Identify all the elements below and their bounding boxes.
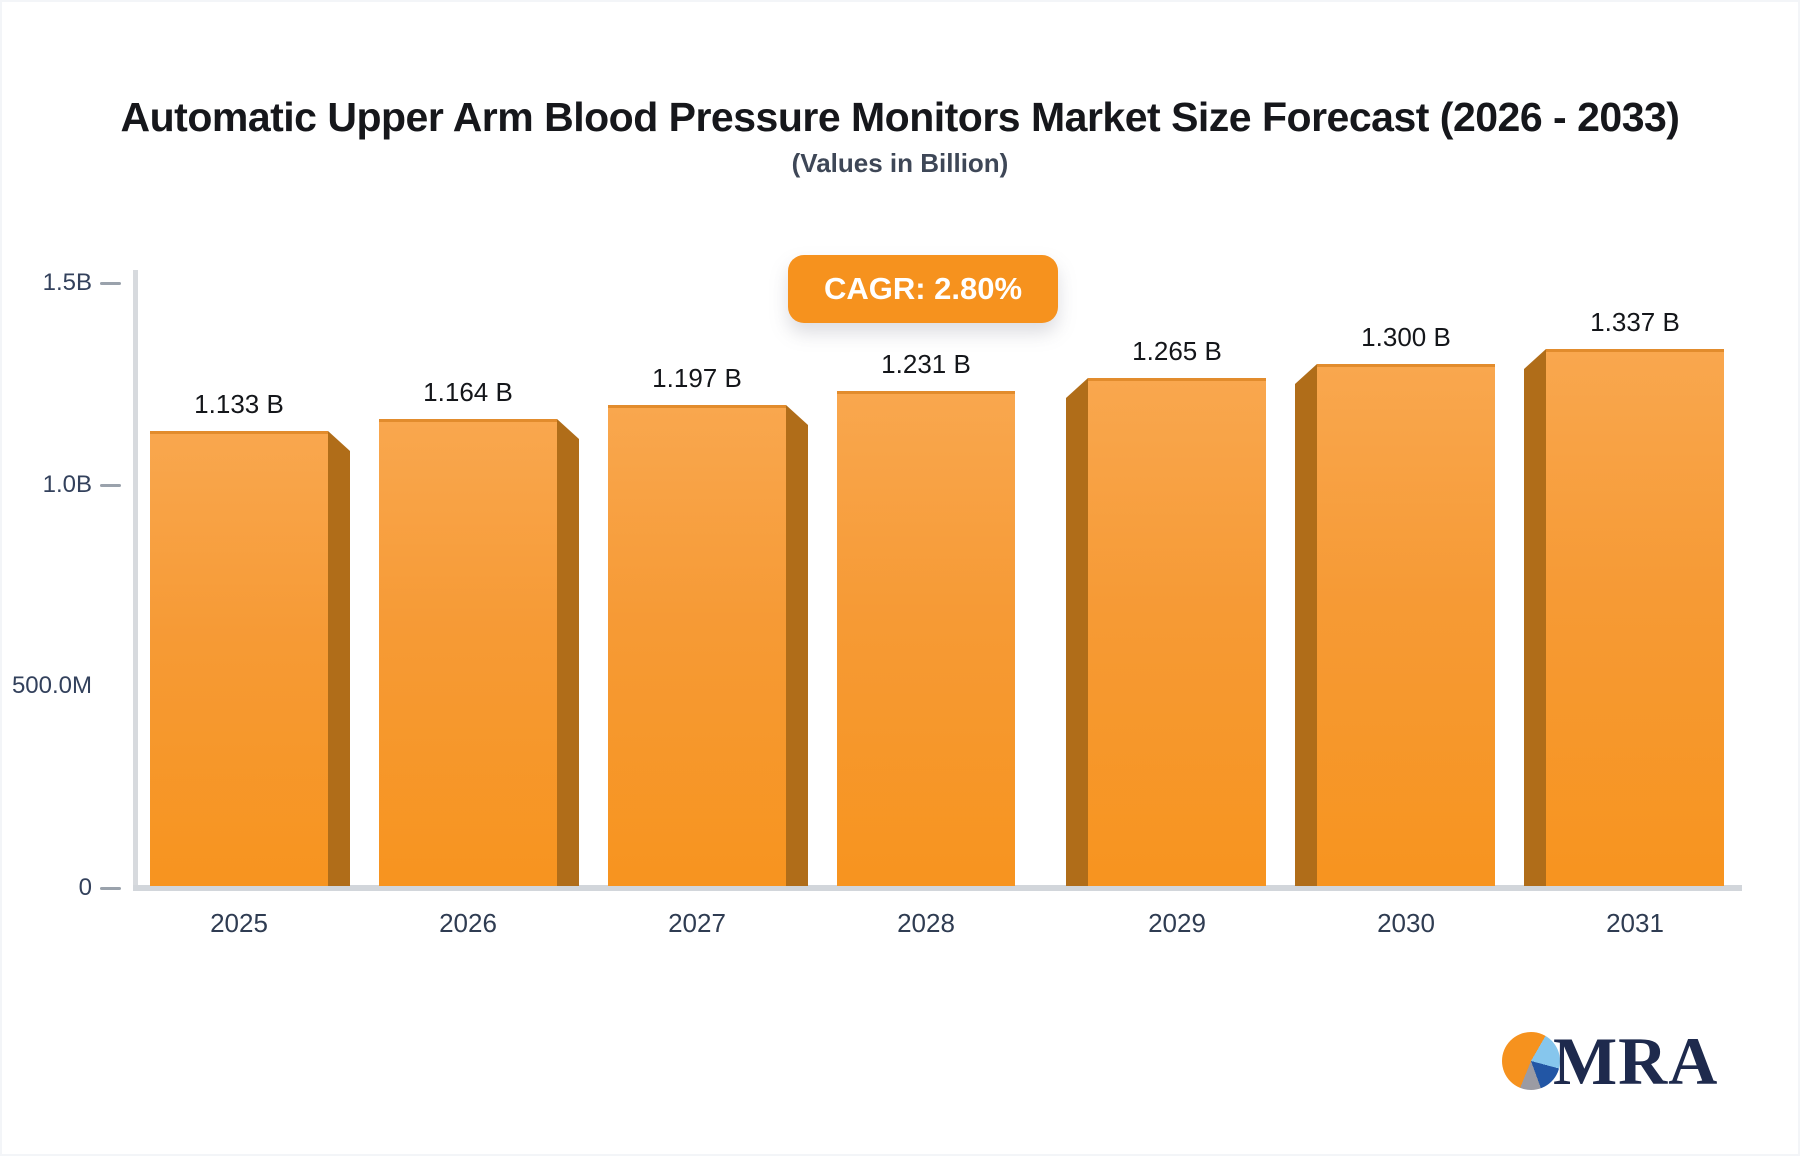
y-tick-dash [100, 483, 121, 487]
bar-value-label-2025: 1.133 B [194, 389, 284, 419]
bar-value-label-2028: 1.231 B [881, 349, 971, 379]
bar-2031 [1546, 349, 1724, 886]
x-category-label-2029: 2029 [1148, 908, 1206, 938]
bar-value-label-2027: 1.197 B [652, 363, 742, 393]
pie-chart-logo-icon [1502, 1032, 1560, 1090]
x-axis-line [133, 885, 1742, 891]
bar-bevel-2030 [1295, 364, 1317, 886]
bar-bevel-2026 [557, 419, 579, 886]
y-tick-label: 1.0B [42, 470, 92, 498]
x-category-label-2031: 2031 [1606, 908, 1664, 938]
brand-name: MRA [1553, 1023, 1719, 1099]
page-title: Automatic Upper Arm Blood Pressure Monit… [120, 94, 1680, 140]
bar-value-label-2029: 1.265 B [1132, 336, 1222, 366]
x-category-label-2028: 2028 [897, 908, 955, 938]
x-category-label-2030: 2030 [1377, 908, 1435, 938]
y-tick-label: 500.0M [11, 672, 92, 700]
page-subtitle: (Values in Billion) [791, 148, 1009, 178]
bar-2029 [1088, 378, 1266, 886]
x-category-label-2026: 2026 [439, 908, 497, 938]
y-tick-label: 1.5B [42, 269, 92, 296]
y-tick-dash [100, 887, 121, 890]
cagr-badge: CAGR: 2.80% [788, 255, 1058, 323]
y-tick-dash [100, 282, 121, 285]
bar-bevel-2031 [1524, 349, 1546, 886]
bar-value-label-2031: 1.337 B [1590, 307, 1680, 337]
bar-value-label-2026: 1.164 B [423, 377, 513, 407]
bar-2026 [379, 419, 557, 886]
x-category-label-2025: 2025 [210, 908, 268, 938]
brand-logo: MRA [1502, 1023, 1719, 1099]
bar-2027 [608, 405, 786, 886]
y-tick-label: 0 [78, 874, 92, 901]
bar-2025 [150, 431, 328, 886]
bar-value-label-2030: 1.300 B [1361, 322, 1451, 352]
bar-2030 [1317, 364, 1495, 886]
bar-bevel-2027 [786, 405, 808, 886]
x-category-label-2027: 2027 [668, 908, 726, 938]
bar-2028 [837, 391, 1015, 886]
y-axis-line [133, 270, 138, 891]
bar-bevel-2025 [328, 431, 350, 886]
bar-bevel-2029 [1066, 378, 1088, 886]
